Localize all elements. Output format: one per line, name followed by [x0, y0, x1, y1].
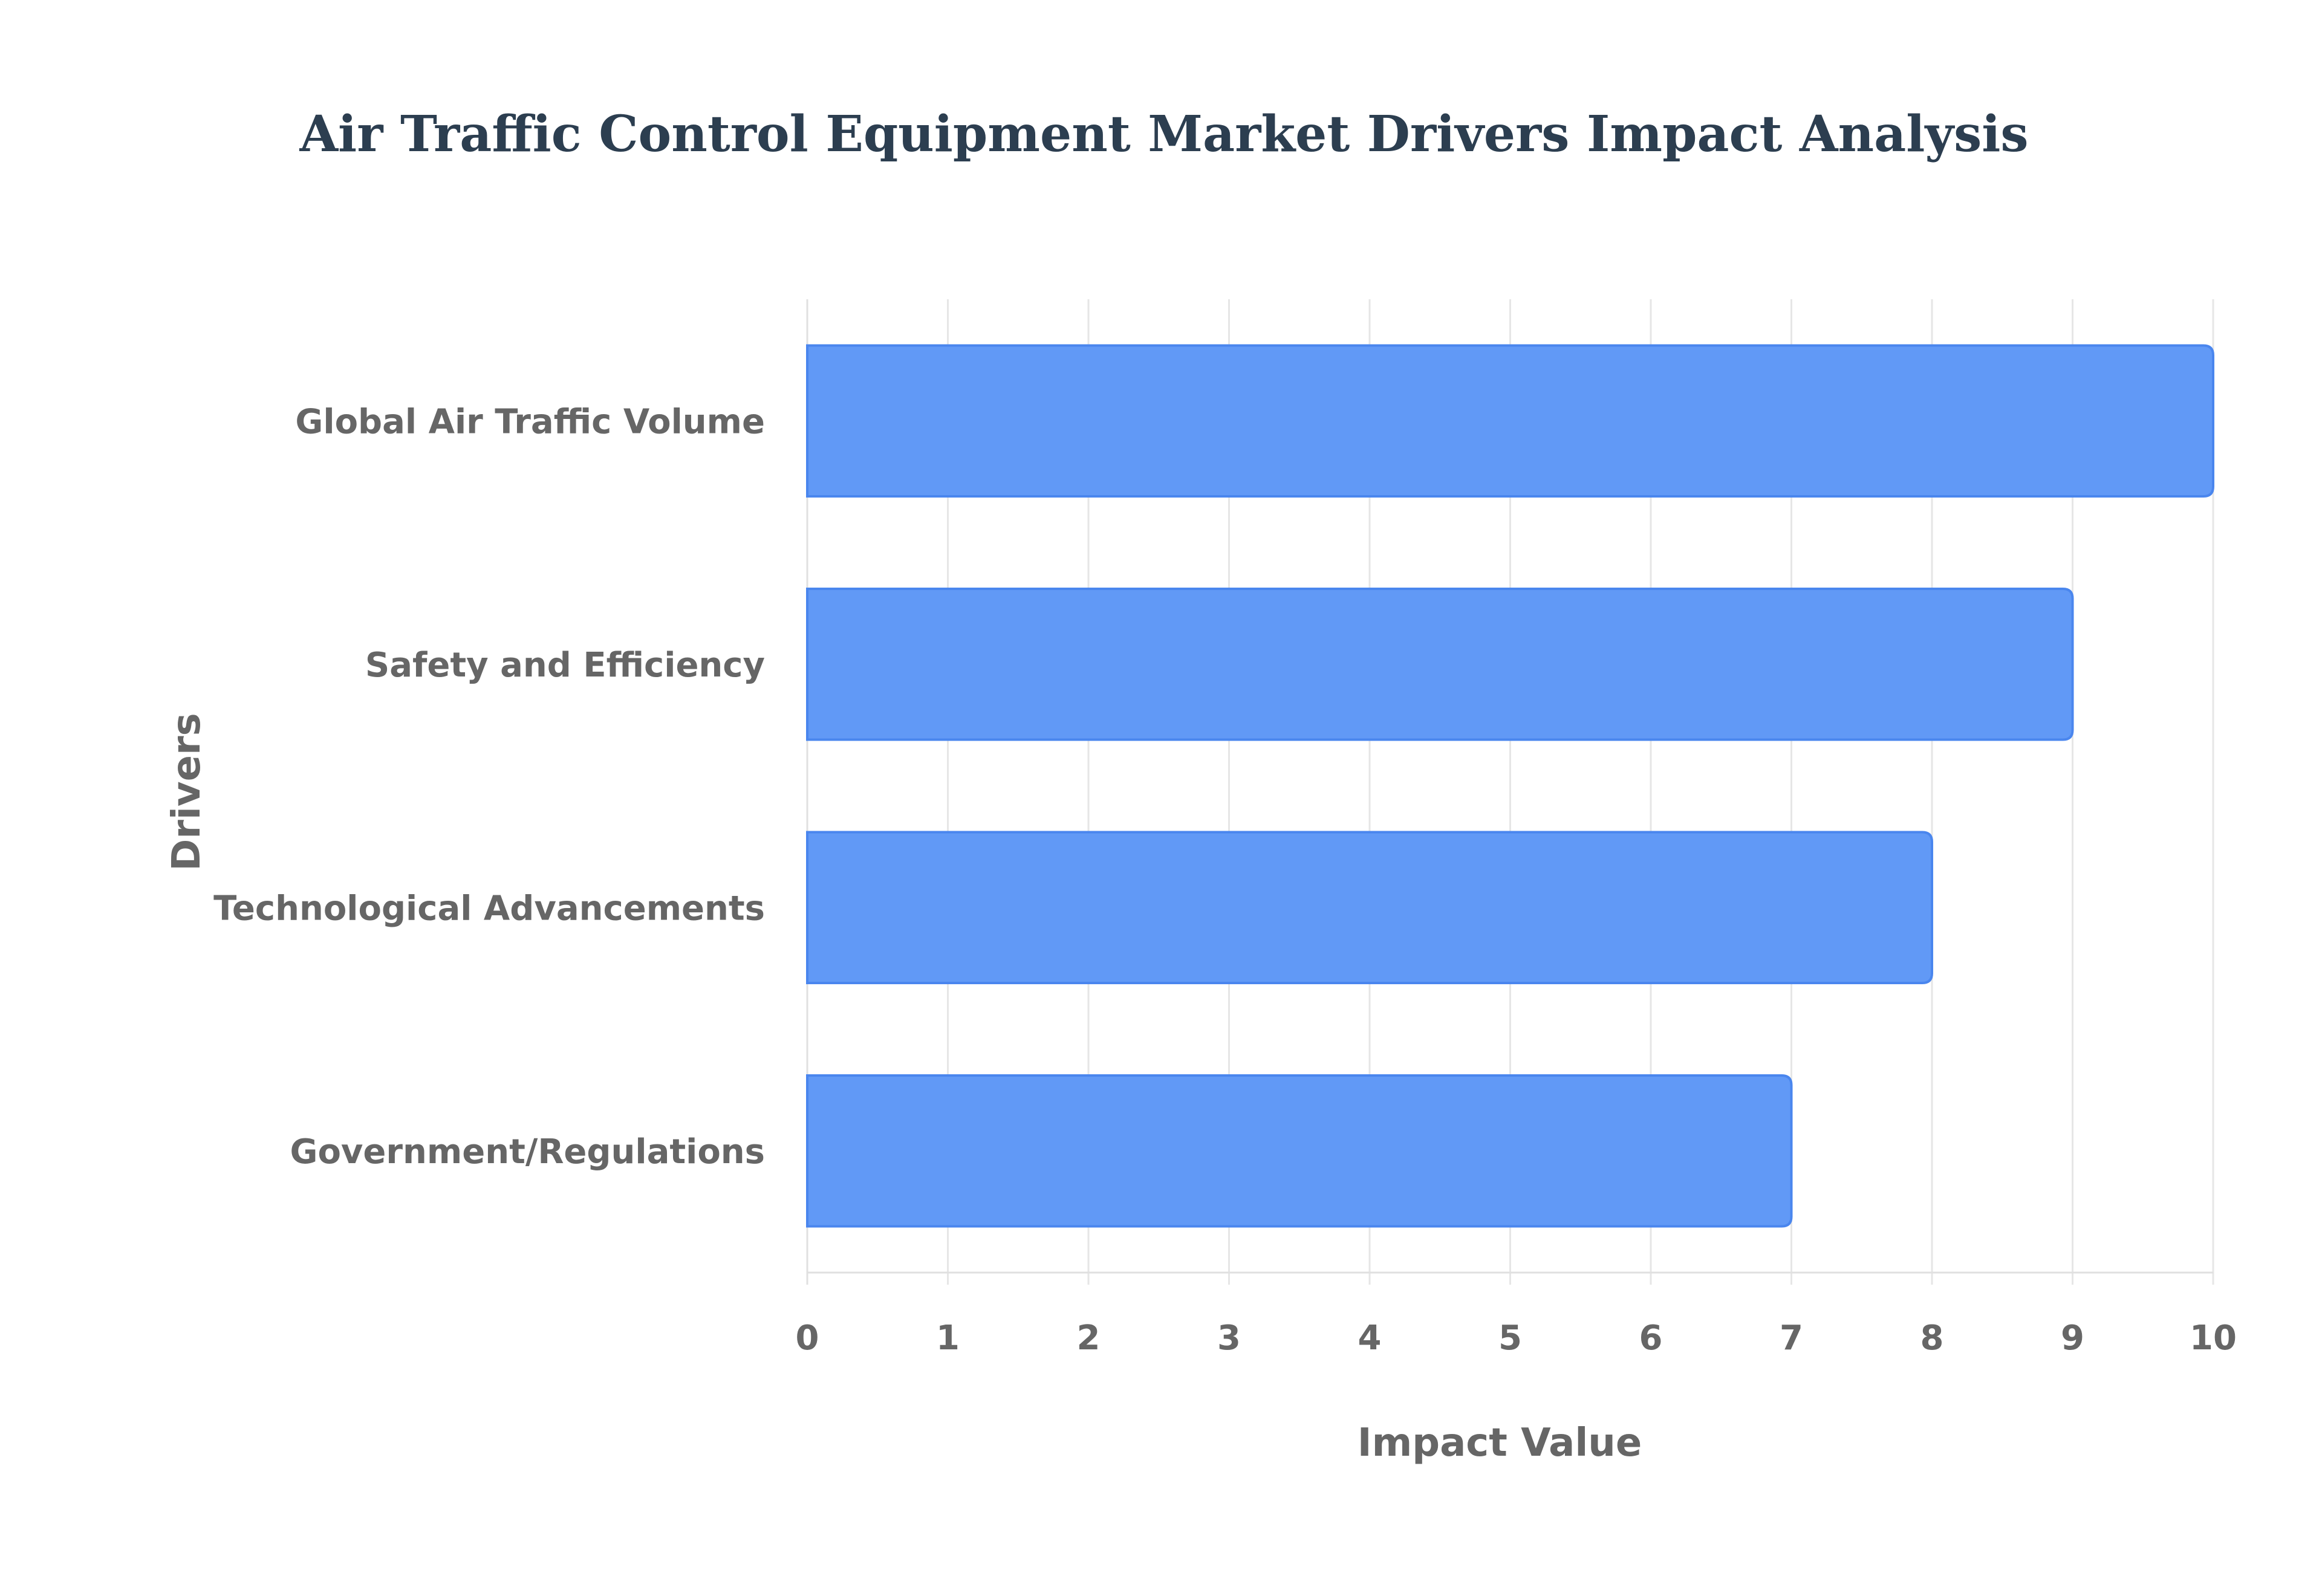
bar: [806, 587, 2074, 741]
y-tick-label: Technological Advancements: [213, 889, 765, 928]
x-tick-label: 6: [1639, 1319, 1663, 1358]
x-tick-label: 2: [1077, 1319, 1101, 1358]
x-tick-label: 1: [936, 1319, 960, 1358]
x-tick-label: 5: [1498, 1319, 1522, 1358]
x-tick-label: 10: [2190, 1319, 2237, 1358]
y-tick-label: Safety and Efficiency: [365, 646, 765, 685]
x-axis-tick-labels: 0 1 2 3 4 5 6 7 8 9 10: [796, 1319, 2237, 1358]
bar: [806, 1074, 1793, 1228]
y-tick-label: Government/Regulations: [290, 1132, 765, 1172]
bar-group: [806, 1074, 1793, 1228]
bar: [806, 344, 2214, 498]
bars: [806, 344, 2214, 1228]
y-axis-title: Drivers: [164, 713, 209, 871]
x-tick-label: 7: [1780, 1319, 1803, 1358]
x-tick-label: 8: [1920, 1319, 1944, 1358]
y-axis-tick-labels: Global Air Traffic Volume Safety and Effi…: [213, 402, 765, 1172]
bar: [806, 831, 1933, 985]
x-tick-label: 9: [2061, 1319, 2084, 1358]
bar-group: [806, 831, 1933, 985]
x-tick-label: 4: [1358, 1319, 1382, 1358]
bar-group: [806, 344, 2214, 498]
y-tick-label: Global Air Traffic Volume: [295, 402, 765, 441]
bar-group: [806, 587, 2074, 741]
x-tick-label: 3: [1217, 1319, 1241, 1358]
chart-title: Air Traffic Control Equipment Market Dri…: [299, 105, 2028, 163]
x-tick-label: 0: [796, 1319, 819, 1358]
x-axis-title: Impact Value: [1358, 1421, 1642, 1465]
